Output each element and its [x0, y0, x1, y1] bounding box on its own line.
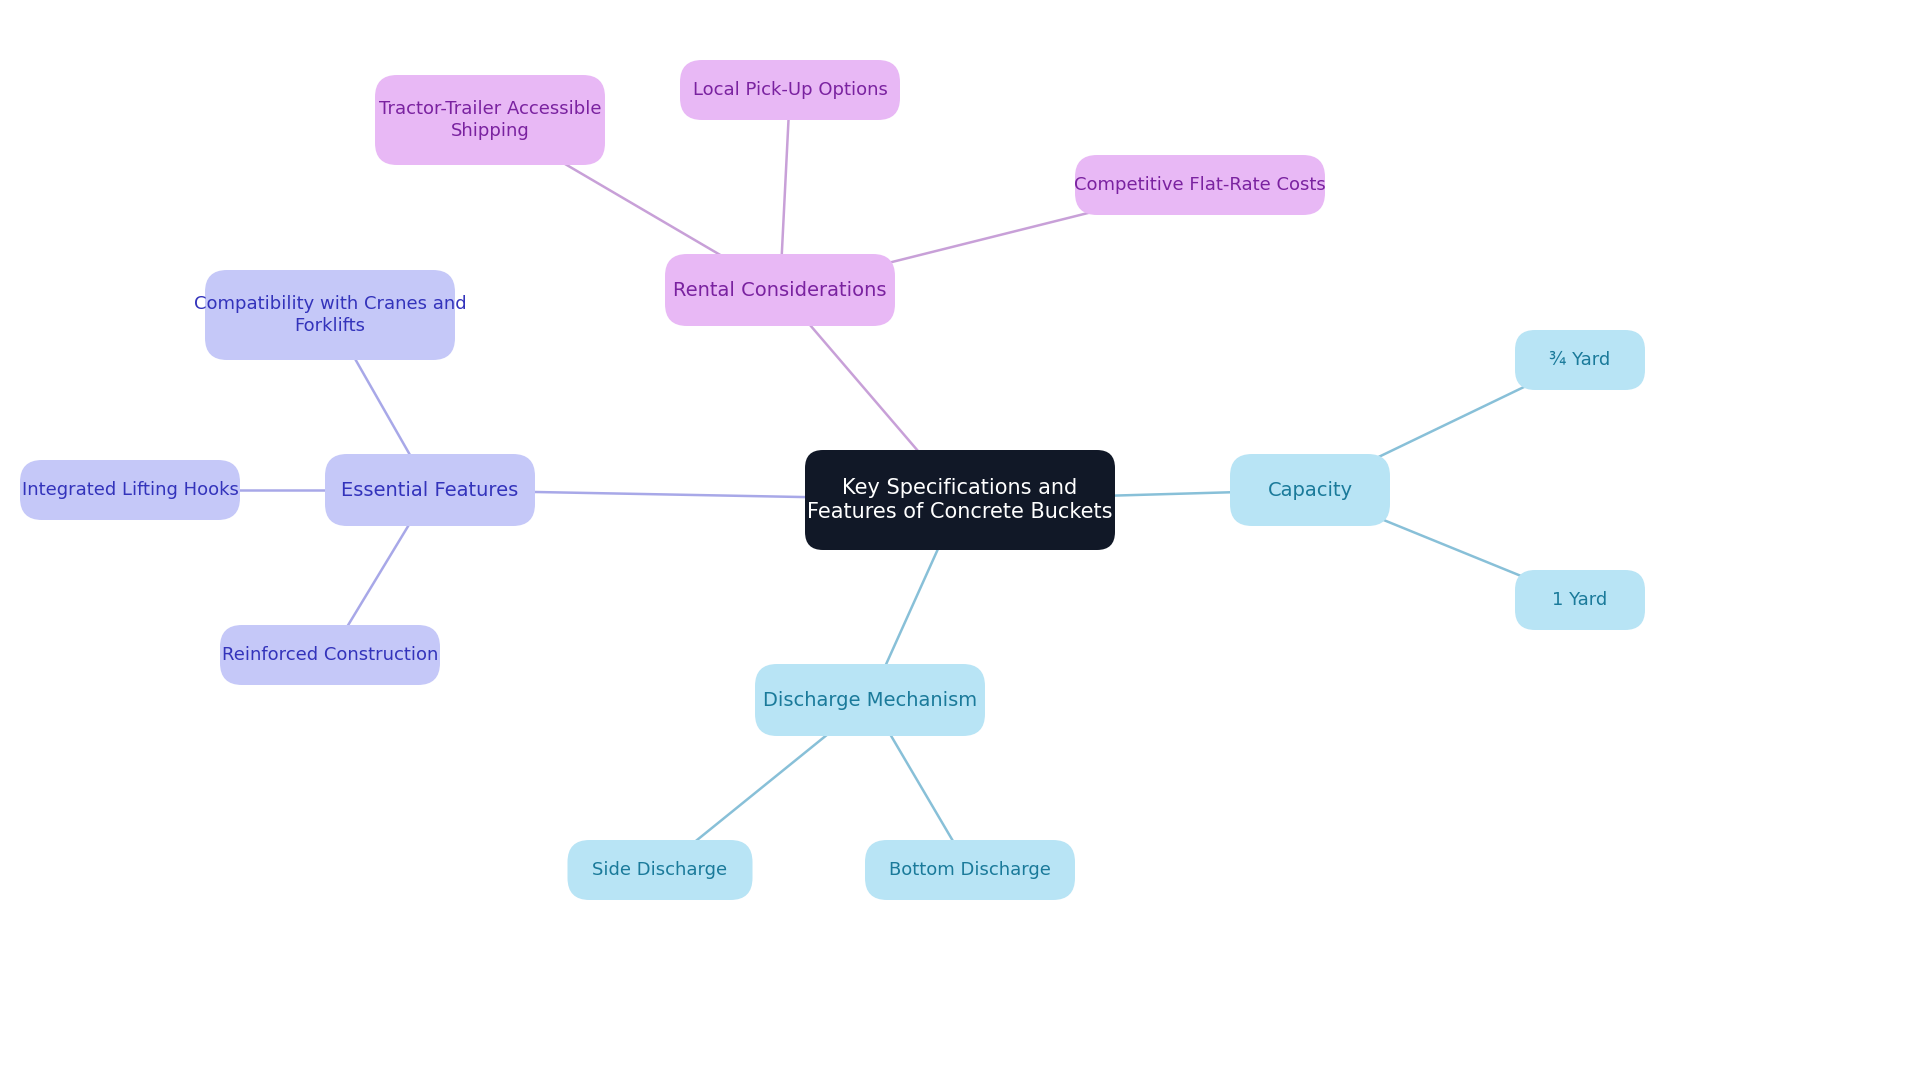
FancyBboxPatch shape [19, 460, 240, 520]
Text: Side Discharge: Side Discharge [593, 861, 728, 879]
FancyBboxPatch shape [324, 454, 536, 526]
FancyBboxPatch shape [664, 255, 895, 326]
FancyBboxPatch shape [866, 840, 1075, 900]
FancyBboxPatch shape [205, 270, 455, 360]
Text: Key Specifications and
Features of Concrete Buckets: Key Specifications and Features of Concr… [806, 478, 1114, 522]
Text: Tractor-Trailer Accessible
Shipping: Tractor-Trailer Accessible Shipping [378, 100, 601, 140]
Text: Rental Considerations: Rental Considerations [674, 280, 887, 300]
Text: 1 Yard: 1 Yard [1553, 591, 1607, 609]
Text: Competitive Flat-Rate Costs: Competitive Flat-Rate Costs [1073, 177, 1327, 194]
FancyBboxPatch shape [568, 840, 753, 900]
Text: Compatibility with Cranes and
Forklifts: Compatibility with Cranes and Forklifts [194, 295, 467, 335]
Text: ¾ Yard: ¾ Yard [1549, 351, 1611, 369]
Text: Integrated Lifting Hooks: Integrated Lifting Hooks [21, 481, 238, 499]
Text: Capacity: Capacity [1267, 481, 1352, 499]
FancyBboxPatch shape [1515, 330, 1645, 390]
Text: Reinforced Construction: Reinforced Construction [223, 645, 438, 664]
Text: Essential Features: Essential Features [342, 481, 518, 499]
Text: Local Pick-Up Options: Local Pick-Up Options [693, 81, 887, 99]
FancyBboxPatch shape [1075, 155, 1325, 216]
FancyBboxPatch shape [1515, 570, 1645, 630]
FancyBboxPatch shape [221, 625, 440, 686]
FancyBboxPatch shape [374, 75, 605, 165]
FancyBboxPatch shape [755, 664, 985, 736]
FancyBboxPatch shape [1231, 454, 1390, 526]
FancyBboxPatch shape [680, 60, 900, 120]
FancyBboxPatch shape [804, 451, 1116, 550]
Text: Bottom Discharge: Bottom Discharge [889, 861, 1050, 879]
Text: Discharge Mechanism: Discharge Mechanism [762, 691, 977, 709]
